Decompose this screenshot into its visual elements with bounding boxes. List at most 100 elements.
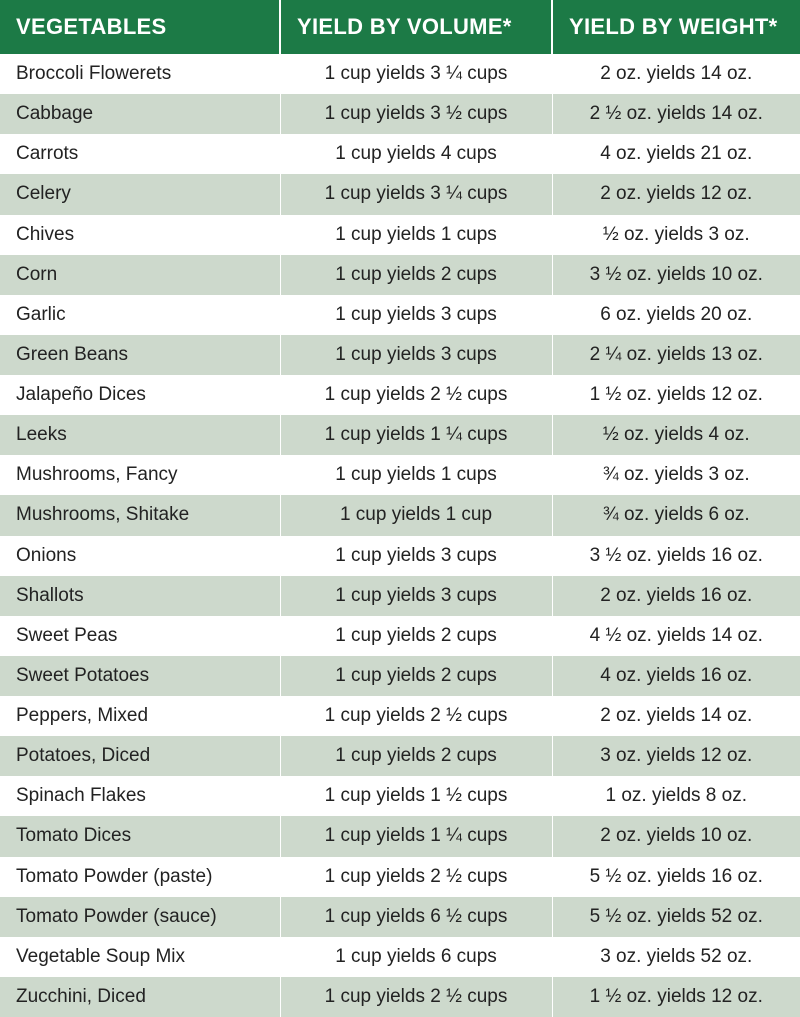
yield-weight-cell: 1 ½ oz. yields 12 oz. bbox=[552, 375, 800, 415]
table-row: Green Beans 1 cup yields 3 cups 2 ¼ oz. … bbox=[0, 335, 800, 375]
yield-weight-cell: 2 ½ oz. yields 14 oz. bbox=[552, 94, 800, 134]
vegetable-name-cell: Broccoli Flowerets bbox=[0, 54, 280, 94]
yield-conversion-table: VEGETABLES YIELD BY VOLUME* YIELD BY WEI… bbox=[0, 0, 800, 1017]
table-row: Celery 1 cup yields 3 ¼ cups 2 oz. yield… bbox=[0, 174, 800, 214]
yield-volume-cell: 1 cup yields 1 cup bbox=[280, 495, 552, 535]
yield-volume-cell: 1 cup yields 2 cups bbox=[280, 255, 552, 295]
vegetable-name-cell: Vegetable Soup Mix bbox=[0, 937, 280, 977]
yield-volume-cell: 1 cup yields 2 ½ cups bbox=[280, 977, 552, 1017]
table-row: Tomato Powder (paste) 1 cup yields 2 ½ c… bbox=[0, 857, 800, 897]
vegetable-name-cell: Onions bbox=[0, 536, 280, 576]
vegetable-name-cell: Garlic bbox=[0, 295, 280, 335]
yield-volume-cell: 1 cup yields 1 cups bbox=[280, 455, 552, 495]
table-row: Spinach Flakes 1 cup yields 1 ½ cups 1 o… bbox=[0, 776, 800, 816]
vegetable-name-cell: Sweet Potatoes bbox=[0, 656, 280, 696]
table-row: Tomato Dices 1 cup yields 1 ¼ cups 2 oz.… bbox=[0, 816, 800, 856]
vegetable-name-cell: Chives bbox=[0, 215, 280, 255]
table-row: Vegetable Soup Mix 1 cup yields 6 cups 3… bbox=[0, 937, 800, 977]
yield-weight-cell: 5 ½ oz. yields 16 oz. bbox=[552, 857, 800, 897]
yield-weight-cell: 2 oz. yields 10 oz. bbox=[552, 816, 800, 856]
yield-weight-cell: 2 ¼ oz. yields 13 oz. bbox=[552, 335, 800, 375]
table-row: Mushrooms, Shitake 1 cup yields 1 cup ¾ … bbox=[0, 495, 800, 535]
vegetable-name-cell: Tomato Powder (paste) bbox=[0, 857, 280, 897]
table-row: Sweet Potatoes 1 cup yields 2 cups 4 oz.… bbox=[0, 656, 800, 696]
vegetable-name-cell: Shallots bbox=[0, 576, 280, 616]
table-row: Leeks 1 cup yields 1 ¼ cups ½ oz. yields… bbox=[0, 415, 800, 455]
vegetable-name-cell: Carrots bbox=[0, 134, 280, 174]
vegetable-name-cell: Jalapeño Dices bbox=[0, 375, 280, 415]
column-header-vegetables: VEGETABLES bbox=[0, 0, 280, 54]
yield-volume-cell: 1 cup yields 3 ½ cups bbox=[280, 94, 552, 134]
yield-weight-cell: 4 ½ oz. yields 14 oz. bbox=[552, 616, 800, 656]
yield-volume-cell: 1 cup yields 1 ½ cups bbox=[280, 776, 552, 816]
yield-volume-cell: 1 cup yields 1 ¼ cups bbox=[280, 415, 552, 455]
vegetable-name-cell: Mushrooms, Fancy bbox=[0, 455, 280, 495]
yield-volume-cell: 1 cup yields 3 cups bbox=[280, 576, 552, 616]
yield-weight-cell: ¾ oz. yields 3 oz. bbox=[552, 455, 800, 495]
yield-volume-cell: 1 cup yields 3 cups bbox=[280, 335, 552, 375]
vegetable-name-cell: Cabbage bbox=[0, 94, 280, 134]
yield-weight-cell: 4 oz. yields 21 oz. bbox=[552, 134, 800, 174]
table-row: Peppers, Mixed 1 cup yields 2 ½ cups 2 o… bbox=[0, 696, 800, 736]
vegetable-name-cell: Spinach Flakes bbox=[0, 776, 280, 816]
column-header-volume: YIELD BY VOLUME* bbox=[280, 0, 552, 54]
yield-weight-cell: ¾ oz. yields 6 oz. bbox=[552, 495, 800, 535]
table-row: Cabbage 1 cup yields 3 ½ cups 2 ½ oz. yi… bbox=[0, 94, 800, 134]
yield-weight-cell: ½ oz. yields 4 oz. bbox=[552, 415, 800, 455]
vegetable-name-cell: Peppers, Mixed bbox=[0, 696, 280, 736]
yield-weight-cell: 6 oz. yields 20 oz. bbox=[552, 295, 800, 335]
yield-volume-cell: 1 cup yields 2 cups bbox=[280, 736, 552, 776]
vegetable-name-cell: Mushrooms, Shitake bbox=[0, 495, 280, 535]
yield-volume-cell: 1 cup yields 3 cups bbox=[280, 536, 552, 576]
yield-volume-cell: 1 cup yields 6 ½ cups bbox=[280, 897, 552, 937]
vegetable-name-cell: Tomato Powder (sauce) bbox=[0, 897, 280, 937]
table-row: Garlic 1 cup yields 3 cups 6 oz. yields … bbox=[0, 295, 800, 335]
yield-weight-cell: 2 oz. yields 14 oz. bbox=[552, 54, 800, 94]
table-row: Tomato Powder (sauce) 1 cup yields 6 ½ c… bbox=[0, 897, 800, 937]
table-row: Sweet Peas 1 cup yields 2 cups 4 ½ oz. y… bbox=[0, 616, 800, 656]
vegetable-name-cell: Leeks bbox=[0, 415, 280, 455]
vegetable-name-cell: Potatoes, Diced bbox=[0, 736, 280, 776]
column-header-weight: YIELD BY WEIGHT* bbox=[552, 0, 800, 54]
table-row: Broccoli Flowerets 1 cup yields 3 ¼ cups… bbox=[0, 54, 800, 94]
vegetable-yield-table: VEGETABLES YIELD BY VOLUME* YIELD BY WEI… bbox=[0, 0, 800, 1017]
yield-volume-cell: 1 cup yields 2 ½ cups bbox=[280, 375, 552, 415]
table-row: Zucchini, Diced 1 cup yields 2 ½ cups 1 … bbox=[0, 977, 800, 1017]
table-body: Broccoli Flowerets 1 cup yields 3 ¼ cups… bbox=[0, 54, 800, 1017]
vegetable-name-cell: Celery bbox=[0, 174, 280, 214]
yield-volume-cell: 1 cup yields 1 ¼ cups bbox=[280, 816, 552, 856]
yield-volume-cell: 1 cup yields 2 cups bbox=[280, 656, 552, 696]
yield-volume-cell: 1 cup yields 4 cups bbox=[280, 134, 552, 174]
yield-volume-cell: 1 cup yields 2 cups bbox=[280, 616, 552, 656]
table-row: Potatoes, Diced 1 cup yields 2 cups 3 oz… bbox=[0, 736, 800, 776]
yield-weight-cell: 1 oz. yields 8 oz. bbox=[552, 776, 800, 816]
yield-weight-cell: 2 oz. yields 16 oz. bbox=[552, 576, 800, 616]
vegetable-name-cell: Tomato Dices bbox=[0, 816, 280, 856]
yield-weight-cell: 3 oz. yields 52 oz. bbox=[552, 937, 800, 977]
yield-volume-cell: 1 cup yields 3 ¼ cups bbox=[280, 54, 552, 94]
yield-weight-cell: 1 ½ oz. yields 12 oz. bbox=[552, 977, 800, 1017]
yield-weight-cell: 4 oz. yields 16 oz. bbox=[552, 656, 800, 696]
table-header-row: VEGETABLES YIELD BY VOLUME* YIELD BY WEI… bbox=[0, 0, 800, 54]
yield-weight-cell: 3 ½ oz. yields 16 oz. bbox=[552, 536, 800, 576]
yield-volume-cell: 1 cup yields 3 cups bbox=[280, 295, 552, 335]
yield-weight-cell: ½ oz. yields 3 oz. bbox=[552, 215, 800, 255]
table-row: Corn 1 cup yields 2 cups 3 ½ oz. yields … bbox=[0, 255, 800, 295]
table-row: Mushrooms, Fancy 1 cup yields 1 cups ¾ o… bbox=[0, 455, 800, 495]
table-row: Shallots 1 cup yields 3 cups 2 oz. yield… bbox=[0, 576, 800, 616]
yield-volume-cell: 1 cup yields 3 ¼ cups bbox=[280, 174, 552, 214]
yield-volume-cell: 1 cup yields 2 ½ cups bbox=[280, 857, 552, 897]
vegetable-name-cell: Corn bbox=[0, 255, 280, 295]
vegetable-name-cell: Green Beans bbox=[0, 335, 280, 375]
vegetable-name-cell: Zucchini, Diced bbox=[0, 977, 280, 1017]
yield-weight-cell: 3 oz. yields 12 oz. bbox=[552, 736, 800, 776]
yield-weight-cell: 2 oz. yields 14 oz. bbox=[552, 696, 800, 736]
yield-weight-cell: 2 oz. yields 12 oz. bbox=[552, 174, 800, 214]
yield-volume-cell: 1 cup yields 2 ½ cups bbox=[280, 696, 552, 736]
table-row: Carrots 1 cup yields 4 cups 4 oz. yields… bbox=[0, 134, 800, 174]
yield-weight-cell: 5 ½ oz. yields 52 oz. bbox=[552, 897, 800, 937]
table-row: Jalapeño Dices 1 cup yields 2 ½ cups 1 ½… bbox=[0, 375, 800, 415]
table-row: Chives 1 cup yields 1 cups ½ oz. yields … bbox=[0, 215, 800, 255]
table-row: Onions 1 cup yields 3 cups 3 ½ oz. yield… bbox=[0, 536, 800, 576]
yield-volume-cell: 1 cup yields 6 cups bbox=[280, 937, 552, 977]
